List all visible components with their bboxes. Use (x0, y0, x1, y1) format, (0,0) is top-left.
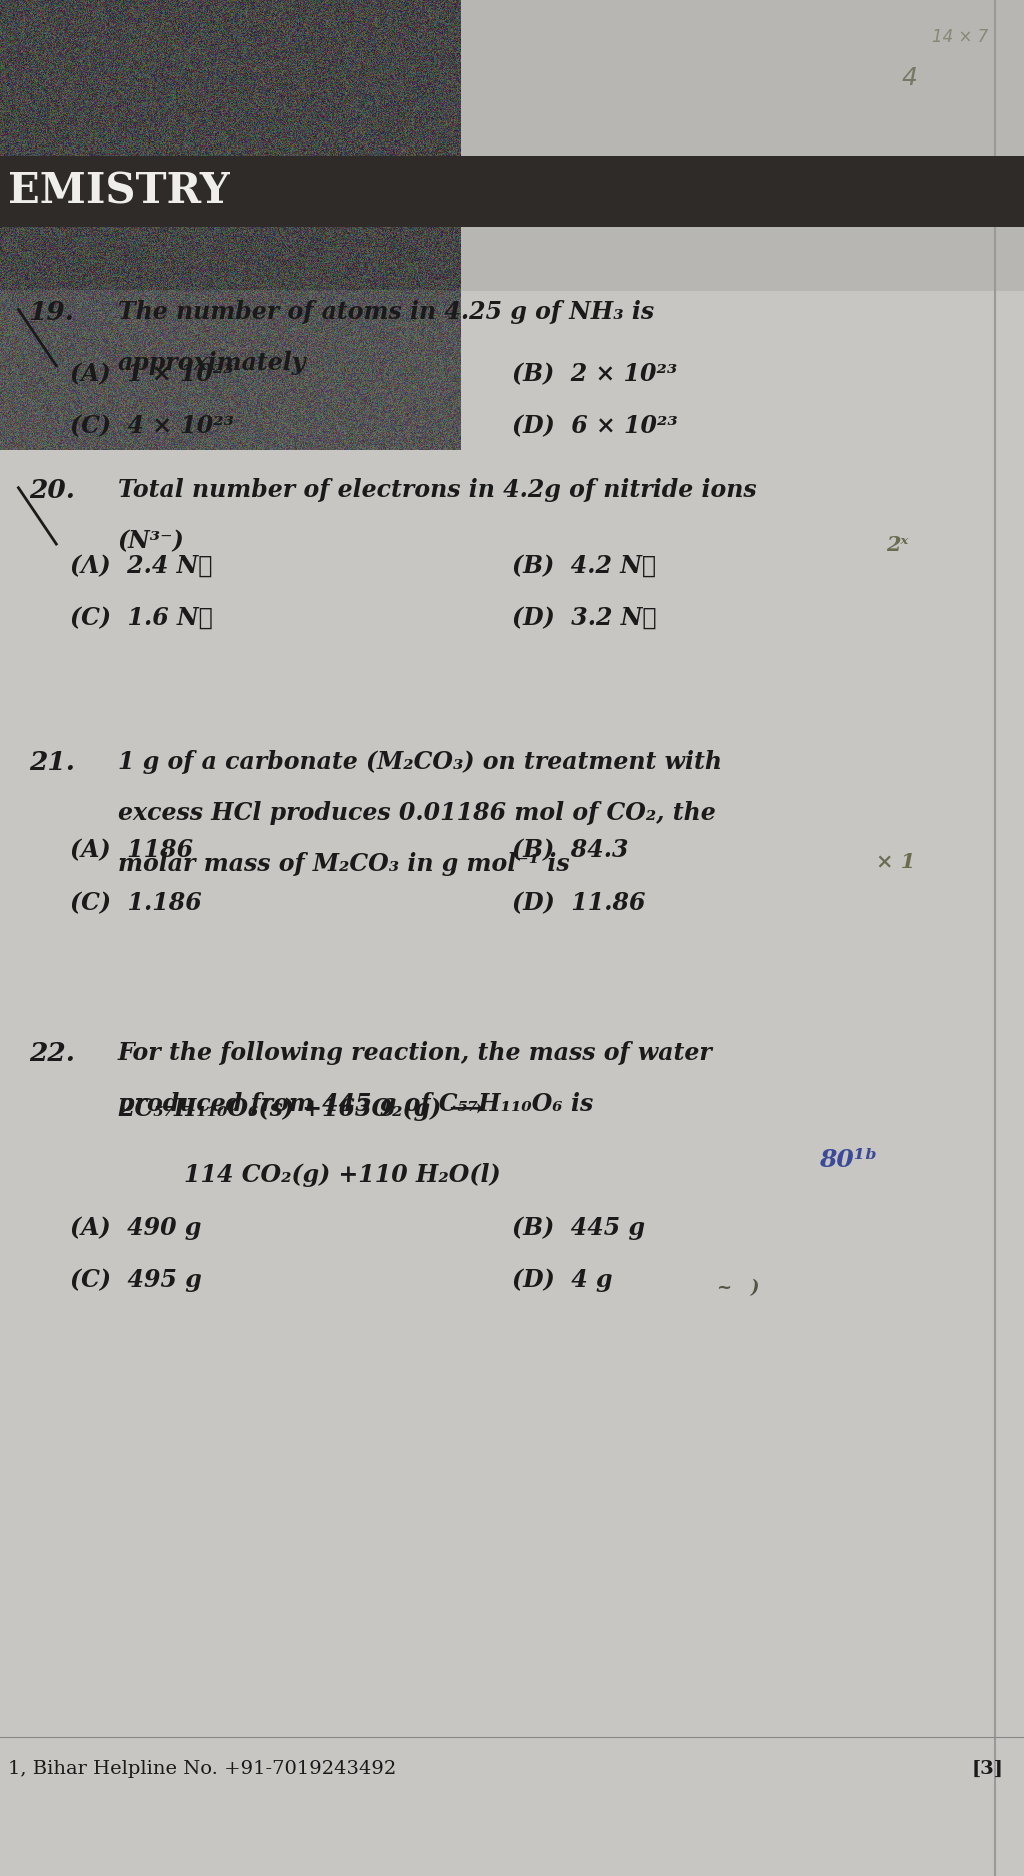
Text: 4: 4 (901, 66, 918, 90)
Text: 1, Bihar Helpline No. +91-7019243492: 1, Bihar Helpline No. +91-7019243492 (8, 1760, 396, 1778)
Text: (D)  11.86: (D) 11.86 (512, 891, 645, 915)
Text: The number of atoms in 4.25 g of NH₃ is: The number of atoms in 4.25 g of NH₃ is (118, 300, 654, 325)
Text: (D)  3.2 N⁁: (D) 3.2 N⁁ (512, 606, 656, 630)
Text: ~   ): ~ ) (717, 1279, 759, 1298)
Text: molar mass of M₂CO₃ in g mol⁻¹ is: molar mass of M₂CO₃ in g mol⁻¹ is (118, 852, 569, 876)
Text: [3]: [3] (972, 1760, 1004, 1778)
Text: approximately: approximately (118, 351, 306, 375)
Text: (B)  4.2 N⁁: (B) 4.2 N⁁ (512, 553, 656, 578)
Text: (C)  495 g: (C) 495 g (70, 1268, 202, 1293)
Text: 14 × 7: 14 × 7 (932, 28, 988, 47)
Text: 80¹ᵇ: 80¹ᵇ (819, 1148, 878, 1172)
Text: For the following reaction, the mass of water: For the following reaction, the mass of … (118, 1041, 713, 1066)
Text: (A)  490 g: (A) 490 g (70, 1216, 201, 1240)
Text: (B)  2 × 10²³: (B) 2 × 10²³ (512, 362, 677, 386)
Text: × 1: × 1 (876, 852, 914, 872)
Text: 21.: 21. (29, 750, 75, 775)
Text: 1 g of a carbonate (M₂CO₃) on treatment with: 1 g of a carbonate (M₂CO₃) on treatment … (118, 750, 722, 775)
Bar (461, 0, 1024, 291)
Text: (B)  445 g: (B) 445 g (512, 1216, 645, 1240)
Text: (C)  1.6 N⁁: (C) 1.6 N⁁ (70, 606, 212, 630)
Text: 2ˣ: 2ˣ (886, 535, 908, 555)
Bar (0, 156, 1024, 227)
Text: (D)  4 g: (D) 4 g (512, 1268, 612, 1293)
Text: EMISTRY: EMISTRY (8, 171, 229, 212)
Text: (B)  84.3: (B) 84.3 (512, 839, 629, 863)
Text: (A)  1 × 10²³: (A) 1 × 10²³ (70, 362, 233, 386)
Text: Total number of electrons in 4.2g of nitride ions: Total number of electrons in 4.2g of nit… (118, 478, 757, 503)
Text: (Λ)  2.4 N⁁: (Λ) 2.4 N⁁ (70, 553, 212, 578)
Text: 22.: 22. (29, 1041, 75, 1066)
Text: (A)  1186: (A) 1186 (70, 839, 193, 863)
Text: (C)  4 × 10²³: (C) 4 × 10²³ (70, 415, 233, 439)
Text: 114 CO₂(g) +110 H₂O(l): 114 CO₂(g) +110 H₂O(l) (184, 1163, 501, 1188)
Text: excess HCl produces 0.01186 mol of CO₂, the: excess HCl produces 0.01186 mol of CO₂, … (118, 801, 716, 825)
Text: 19.: 19. (29, 300, 75, 325)
Text: (D)  6 × 10²³: (D) 6 × 10²³ (512, 415, 678, 439)
Text: 20.: 20. (29, 478, 75, 503)
Text: produced from 445 g of C₅₇H₁₁₀O₆ is: produced from 445 g of C₅₇H₁₁₀O₆ is (118, 1092, 593, 1116)
Text: 2C₅₇H₁₁₀O₆(s) +163O₂(g) ⟶: 2C₅₇H₁₁₀O₆(s) +163O₂(g) ⟶ (118, 1097, 483, 1122)
Text: (C)  1.186: (C) 1.186 (70, 891, 202, 915)
Text: (N³⁻): (N³⁻) (118, 529, 184, 553)
